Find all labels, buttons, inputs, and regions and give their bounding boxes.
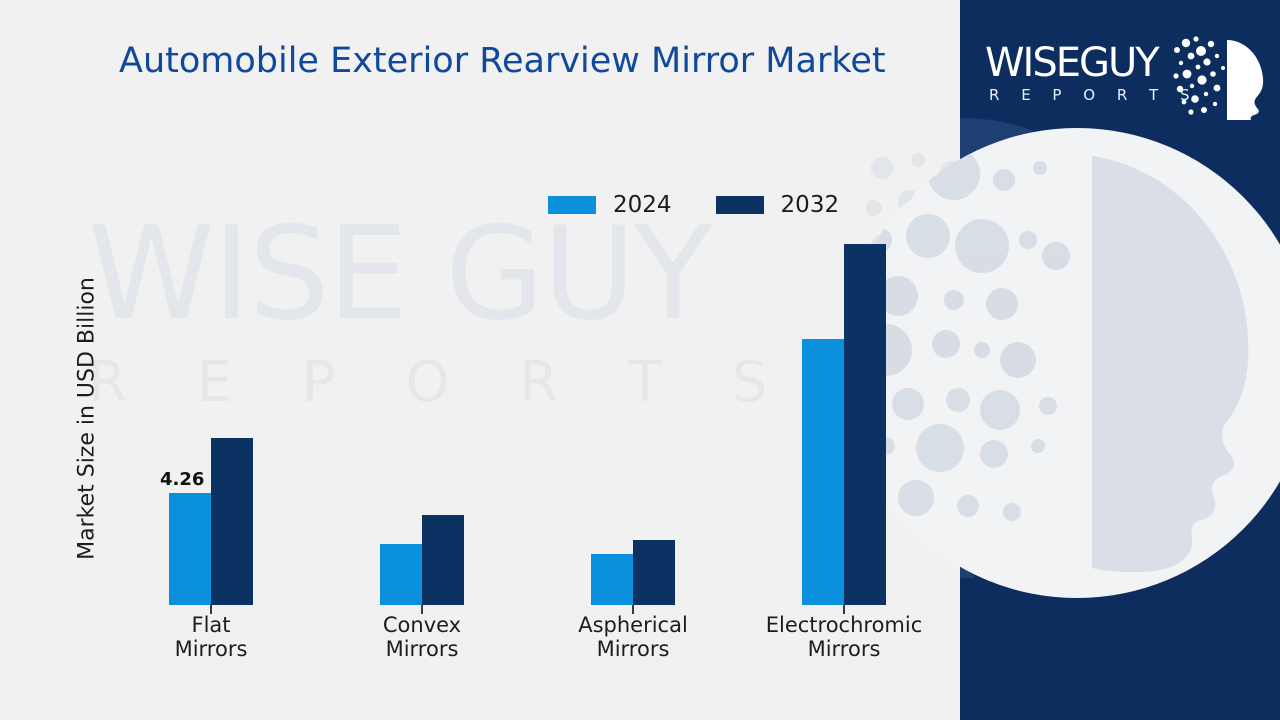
x-axis-tick-0 [210,605,212,614]
legend-item-2024[interactable]: 2024 [548,192,672,218]
x-axis-label-line: Electrochromic [765,613,923,637]
x-axis-label-line: Aspherical [578,613,688,637]
bar-2032-2[interactable] [633,540,675,605]
x-axis-label-1: Convex Mirrors [312,613,532,661]
legend-swatch-2024 [548,196,596,214]
logo-wordmark: WISEGUY [985,40,1160,86]
logo-tagline: R E P O R T S [989,86,1198,104]
x-axis-label-line: Flat [191,613,231,637]
bar-2024-2[interactable] [591,554,633,605]
x-axis-label-line: Mirrors [807,637,881,661]
bar-2032-3[interactable] [844,244,886,605]
legend-swatch-2032 [715,196,764,214]
bar-2032-0[interactable] [211,437,253,605]
circle-dot-pattern-icon [860,148,1249,573]
bar-value-label-0: 4.26 [160,468,205,490]
x-axis-tick-2 [632,605,634,614]
bar-2032-1[interactable] [422,515,464,605]
plot-area: Flat Mirrors Convex Mirrors Aspherical Mirror… [101,244,954,661]
x-axis-label-line: Convex [382,613,462,637]
x-axis-tick-3 [843,605,845,614]
page-title: Automobile Exterior Rearview Mirror Mark… [119,41,886,81]
x-axis-label-0: Flat Mirrors [101,613,321,661]
x-axis-label-line: Mirrors [174,637,248,661]
legend-label-2024: 2024 [613,192,672,218]
x-axis-label-3: Electrochromic Mirrors [734,613,954,661]
dotted-head-profile-icon [1173,36,1264,120]
x-axis-label-2: Aspherical Mirrors [523,613,743,661]
bar-2024-1[interactable] [380,544,422,605]
x-axis-label-line: Mirrors [385,637,459,661]
x-axis-label-line: Mirrors [596,637,670,661]
legend-item-2032[interactable]: 2032 [715,192,840,218]
legend-label-2032: 2032 [780,192,840,218]
brand-logo: WISEGUY R E P O R T S [985,34,1265,120]
x-axis-tick-1 [421,605,423,614]
chart-legend: 2024 2032 [548,192,839,218]
bar-2024-3[interactable] [802,338,844,605]
bar-2024-0[interactable] [169,492,211,605]
